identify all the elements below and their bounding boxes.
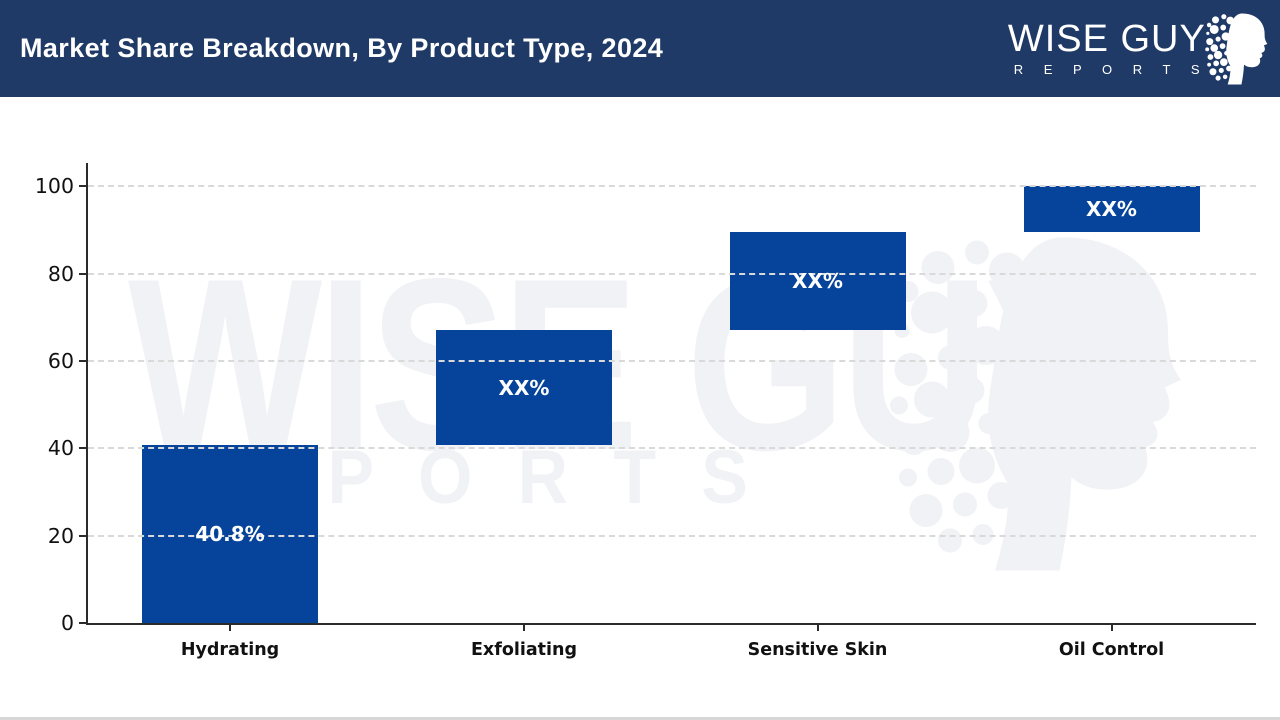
y-tick-label: 20 bbox=[47, 523, 74, 548]
brand-tagline: R E P O R T S bbox=[1013, 62, 1208, 77]
bar bbox=[1023, 186, 1200, 233]
y-tick-label: 80 bbox=[47, 261, 74, 286]
y-tick-label: 40 bbox=[47, 436, 74, 461]
category-label: Oil Control bbox=[1058, 640, 1165, 660]
gridline bbox=[88, 185, 1256, 188]
category-label: Hydrating bbox=[180, 640, 280, 660]
x-tick bbox=[816, 625, 819, 631]
bar-value-label: 40.8% bbox=[195, 521, 265, 546]
bar bbox=[436, 330, 612, 445]
bottom-border bbox=[0, 717, 1280, 720]
x-axis bbox=[86, 623, 1256, 625]
x-tick bbox=[229, 625, 231, 631]
bar-value-label: XX% bbox=[792, 269, 843, 294]
y-tick bbox=[79, 272, 86, 275]
brand-text: WISE GUY R E P O R T S bbox=[1006, 20, 1208, 77]
y-tick bbox=[79, 185, 86, 188]
wiseguy-face-watermark-icon bbox=[884, 230, 1184, 578]
bar bbox=[729, 232, 906, 331]
category-label: Exfoliating bbox=[470, 640, 578, 660]
gridline bbox=[88, 272, 1256, 275]
bar-value-label: XX% bbox=[1086, 197, 1137, 222]
y-tick-label: 60 bbox=[47, 349, 74, 374]
brand-wordmark: WISE GUY bbox=[1007, 18, 1206, 60]
bar bbox=[142, 444, 318, 623]
gridline bbox=[88, 447, 1256, 450]
y-tick bbox=[79, 622, 86, 624]
category-label: Sensitive Skin bbox=[747, 640, 888, 660]
brand-logo: WISE GUY R E P O R T S bbox=[1006, 8, 1280, 90]
y-axis bbox=[86, 163, 88, 625]
y-tick-label: 100 bbox=[34, 174, 74, 199]
x-tick bbox=[523, 625, 525, 631]
y-tick bbox=[79, 360, 86, 363]
y-tick bbox=[79, 447, 86, 450]
bar-value-label: XX% bbox=[498, 375, 550, 400]
y-tick-label: 0 bbox=[60, 611, 74, 635]
header: Market Share Breakdown, By Product Type,… bbox=[0, 0, 1280, 97]
gridline bbox=[88, 360, 1256, 363]
page-title: Market Share Breakdown, By Product Type,… bbox=[20, 33, 664, 63]
x-tick bbox=[1110, 625, 1113, 631]
gridline bbox=[88, 534, 1256, 537]
y-tick bbox=[79, 534, 86, 537]
